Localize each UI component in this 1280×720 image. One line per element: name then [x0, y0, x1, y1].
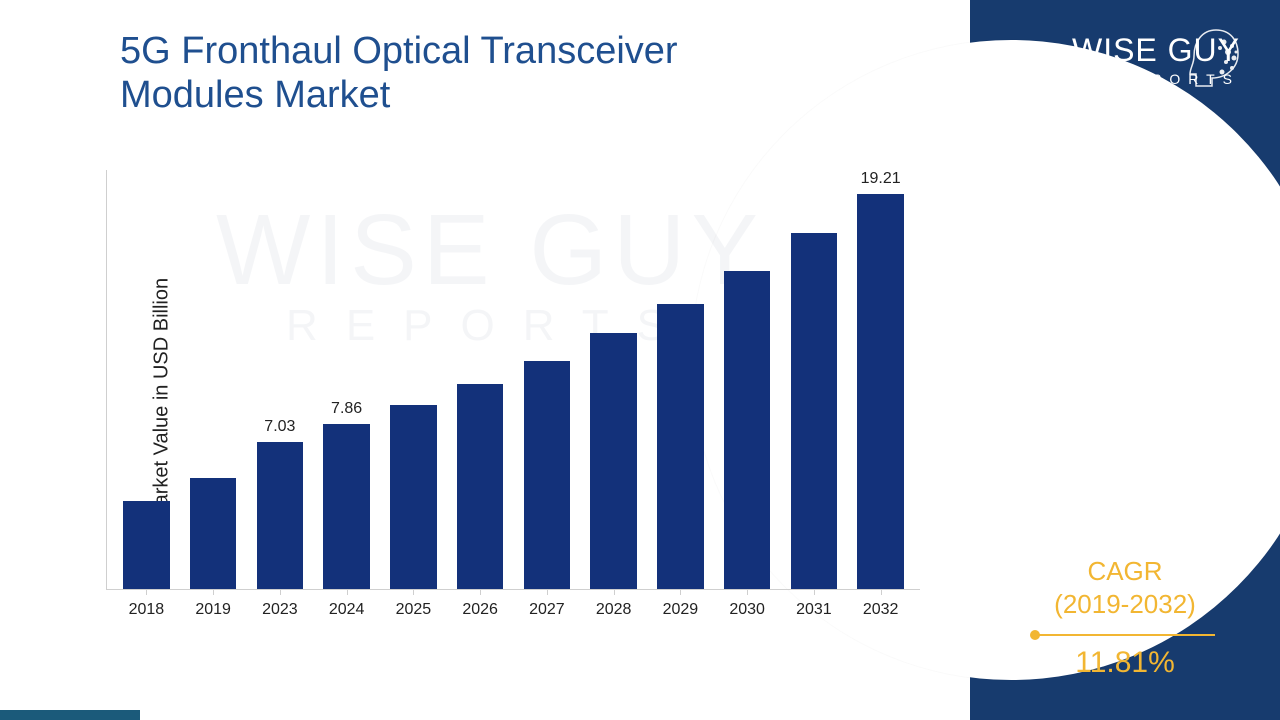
cagr-divider [1035, 634, 1215, 636]
bar [457, 384, 504, 589]
x-tick-mark [413, 589, 414, 595]
bar-wrap: 2018 [113, 170, 180, 589]
bar-value-label: 7.03 [264, 418, 295, 436]
x-tick-label: 2026 [447, 601, 514, 619]
x-tick-label: 2024 [313, 601, 380, 619]
x-tick-label: 2032 [847, 601, 914, 619]
cagr-label: CAGR (2019-2032) [1010, 555, 1240, 620]
bar [524, 361, 571, 589]
bar [791, 233, 838, 589]
brand-logo: WISE GUY REPORTS [1072, 32, 1240, 87]
bar-wrap: 2028 [580, 170, 647, 589]
bar [323, 424, 370, 589]
plot-region: 201820197.0320237.8620242025202620272028… [106, 170, 920, 590]
bar-value-label: 7.86 [331, 400, 362, 418]
x-tick-mark [347, 589, 348, 595]
x-tick-mark [614, 589, 615, 595]
x-tick-label: 2018 [113, 601, 180, 619]
x-tick-label: 2030 [714, 601, 781, 619]
cagr-label-line1: CAGR [1087, 556, 1162, 586]
bottom-accent-strip [0, 710, 140, 720]
page-root: WISE GUY REPORTS 5G Fronthaul Optical Tr… [0, 0, 1280, 720]
chart-title: 5G Fronthaul Optical Transceiver Modules… [120, 30, 800, 117]
bar-wrap: 19.212032 [847, 170, 914, 589]
x-tick-mark [747, 589, 748, 595]
x-tick-mark [146, 589, 147, 595]
bar-wrap: 2027 [514, 170, 581, 589]
bar-wrap: 2026 [447, 170, 514, 589]
chart-area: Market Value in USD Billion 201820197.03… [60, 170, 920, 630]
bar-wrap: 2031 [781, 170, 848, 589]
head-icon [1188, 28, 1244, 92]
bar [724, 271, 771, 589]
bar-wrap: 2019 [180, 170, 247, 589]
x-tick-label: 2019 [180, 601, 247, 619]
x-tick-mark [680, 589, 681, 595]
x-tick-mark [547, 589, 548, 595]
bar-wrap: 2025 [380, 170, 447, 589]
cagr-value: 11.81% [1010, 646, 1240, 680]
bar-wrap: 7.862024 [313, 170, 380, 589]
bar-wrap: 2029 [647, 170, 714, 589]
cagr-label-line2: (2019-2032) [1054, 589, 1196, 619]
x-tick-mark [881, 589, 882, 595]
bar [657, 304, 704, 589]
bars-container: 201820197.0320237.8620242025202620272028… [107, 170, 920, 589]
x-tick-label: 2025 [380, 601, 447, 619]
cagr-block: CAGR (2019-2032) 11.81% [1010, 555, 1240, 680]
bar [190, 478, 237, 589]
x-tick-label: 2031 [781, 601, 848, 619]
x-tick-label: 2029 [647, 601, 714, 619]
bar-wrap: 2030 [714, 170, 781, 589]
bar [390, 405, 437, 589]
x-tick-mark [480, 589, 481, 595]
bar-value-label: 19.21 [861, 170, 901, 188]
bar [123, 501, 170, 589]
x-tick-mark [814, 589, 815, 595]
bar [857, 194, 904, 589]
x-tick-mark [280, 589, 281, 595]
bar-wrap: 7.032023 [247, 170, 314, 589]
x-tick-label: 2028 [580, 601, 647, 619]
x-tick-mark [213, 589, 214, 595]
bar [257, 442, 304, 589]
bar [590, 333, 637, 589]
x-tick-label: 2027 [514, 601, 581, 619]
x-tick-label: 2023 [247, 601, 314, 619]
